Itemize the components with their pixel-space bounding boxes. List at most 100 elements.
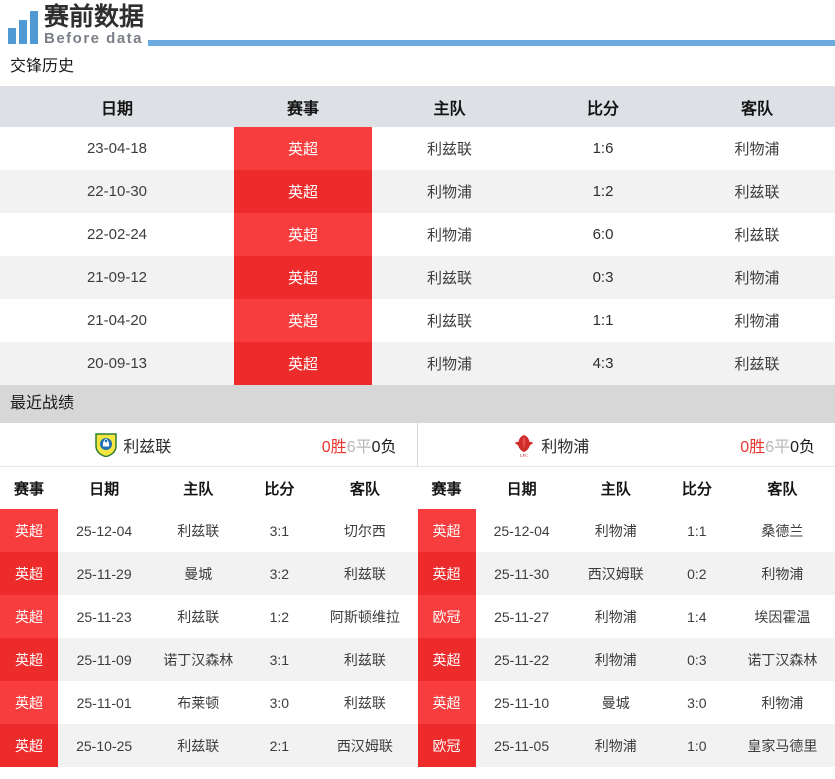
record-wins: 0胜 <box>740 438 766 456</box>
home-team: 曼城 <box>601 694 630 711</box>
table-row[interactable]: 英超 25-11-29 曼城 3:2 利兹联 <box>0 552 418 595</box>
team-summary-row: LFC 利物浦 0胜6平0负 <box>417 423 835 467</box>
team-identity[interactable]: 利兹联 <box>0 432 257 457</box>
match-score: 1:1 <box>687 522 707 539</box>
competition-badge[interactable]: 英超 <box>234 299 372 342</box>
competition-badge[interactable]: 英超 <box>234 127 372 170</box>
table-row[interactable]: 欧冠 25-11-05 利物浦 1:0 皇家马德里 <box>417 724 835 767</box>
match-score: 3:0 <box>687 694 707 711</box>
match-score: 3:0 <box>269 694 290 711</box>
match-date: 25-11-01 <box>76 694 132 711</box>
table-row[interactable]: 英超 25-10-25 利兹联 2:1 西汉姆联 <box>0 724 418 767</box>
match-score: 1:0 <box>687 737 707 754</box>
away-team: 利物浦 <box>761 565 804 582</box>
table-row[interactable]: 英超 25-11-10 曼城 3:0 利物浦 <box>417 681 835 724</box>
table-row[interactable]: 英超 25-11-01 布莱顿 3:0 利兹联 <box>0 681 418 724</box>
away-team: 利兹联 <box>734 356 780 373</box>
match-date: 21-04-20 <box>86 312 148 329</box>
record-draws: 6平 <box>765 438 791 456</box>
column-header-competition: 赛事 <box>234 86 372 127</box>
column-header-score: 比分 <box>527 86 679 127</box>
competition-badge[interactable]: 欧冠 <box>417 595 476 638</box>
match-date: 25-10-25 <box>76 737 133 754</box>
match-date: 25-11-09 <box>76 651 132 668</box>
competition-badge[interactable]: 英超 <box>234 213 372 256</box>
recent-form-table-home: 赛事 日期 主队 比分 客队 英超 25-12-04 利兹联 3:1 切尔西 英超 25-1… <box>0 467 418 767</box>
competition-badge[interactable]: 英超 <box>0 681 59 724</box>
away-team: 利兹联 <box>343 651 386 668</box>
match-date: 25-11-05 <box>494 737 550 754</box>
away-team: 利物浦 <box>734 313 780 330</box>
table-row[interactable]: 22-02-24 英超 利物浦 6:0 利兹联 <box>0 213 835 256</box>
home-team: 利物浦 <box>426 227 472 244</box>
match-score: 0:3 <box>592 269 614 286</box>
team-record: 0胜6平0负 <box>257 433 417 457</box>
table-row[interactable]: 英超 25-11-23 利兹联 1:2 阿斯顿维拉 <box>0 595 418 638</box>
away-team: 西汉姆联 <box>336 737 393 754</box>
away-team: 利兹联 <box>343 565 386 582</box>
competition-badge[interactable]: 英超 <box>0 552 59 595</box>
svg-text:LFC: LFC <box>520 453 528 458</box>
record-losses: 0负 <box>371 438 397 456</box>
column-header-score: 比分 <box>246 467 313 509</box>
match-date: 25-11-30 <box>494 565 550 582</box>
competition-badge[interactable]: 英超 <box>234 170 372 213</box>
match-score: 1:2 <box>269 608 290 625</box>
competition-badge[interactable]: 英超 <box>417 681 476 724</box>
table-row[interactable]: 23-04-18 英超 利兹联 1:6 利物浦 <box>0 127 835 170</box>
column-header-date: 日期 <box>475 467 568 509</box>
liverpool-fc-badge-icon: LFC <box>515 434 534 458</box>
competition-badge[interactable]: 英超 <box>0 638 59 681</box>
competition-badge[interactable]: 英超 <box>0 724 59 767</box>
table-row[interactable]: 21-09-12 英超 利兹联 0:3 利物浦 <box>0 256 835 299</box>
competition-badge[interactable]: 英超 <box>0 595 59 638</box>
logo-title-en: Before data <box>44 30 144 47</box>
table-row[interactable]: 21-04-20 英超 利兹联 1:1 利物浦 <box>0 299 835 342</box>
table-row[interactable]: 英超 25-12-04 利兹联 3:1 切尔西 <box>0 509 418 552</box>
competition-badge[interactable]: 英超 <box>417 509 476 552</box>
table-row[interactable]: 英超 25-11-09 诺丁汉森林 3:1 利兹联 <box>0 638 418 681</box>
match-score: 3:2 <box>269 565 290 582</box>
match-date: 25-12-04 <box>76 522 133 539</box>
brand-header: 赛前数据 Before data <box>0 0 835 48</box>
match-score: 1:6 <box>592 140 614 157</box>
competition-badge[interactable]: 英超 <box>234 342 372 385</box>
column-header-home: 主队 <box>372 86 527 127</box>
column-header-date: 日期 <box>0 86 234 127</box>
table-row[interactable]: 20-09-13 英超 利物浦 4:3 利兹联 <box>0 342 835 385</box>
column-header-away: 客队 <box>729 467 835 509</box>
team-summary-row: 利兹联 0胜6平0负 <box>0 423 417 467</box>
away-team: 利兹联 <box>734 227 780 244</box>
home-team: 利兹联 <box>177 608 220 625</box>
match-score: 0:2 <box>687 565 707 582</box>
table-row[interactable]: 欧冠 25-11-27 利物浦 1:4 埃因霍温 <box>417 595 835 638</box>
recent-form-panel-away: LFC 利物浦 0胜6平0负 赛事 日期 主队 比分 客队 英超 25-12-04… <box>417 423 835 767</box>
match-score: 4:3 <box>592 355 614 372</box>
away-team: 诺丁汉森林 <box>747 651 818 668</box>
match-date: 22-02-24 <box>86 226 148 243</box>
table-row[interactable]: 22-10-30 英超 利物浦 1:2 利兹联 <box>0 170 835 213</box>
match-date: 25-12-04 <box>493 522 550 539</box>
competition-badge[interactable]: 英超 <box>0 509 59 552</box>
home-team: 西汉姆联 <box>587 565 644 582</box>
h2h-section-title: 交锋历史 <box>0 48 835 86</box>
home-team: 诺丁汉森林 <box>163 651 234 668</box>
record-wins: 0胜 <box>321 438 347 456</box>
site-logo[interactable]: 赛前数据 Before data <box>8 4 144 46</box>
away-team: 利物浦 <box>761 694 804 711</box>
home-team: 曼城 <box>184 565 213 582</box>
competition-badge[interactable]: 英超 <box>417 552 476 595</box>
table-row[interactable]: 英超 25-12-04 利物浦 1:1 桑德兰 <box>417 509 835 552</box>
away-team: 利兹联 <box>343 694 386 711</box>
table-row[interactable]: 英超 25-11-22 利物浦 0:3 诺丁汉森林 <box>417 638 835 681</box>
match-score: 0:3 <box>687 651 707 668</box>
competition-badge[interactable]: 英超 <box>234 256 372 299</box>
competition-badge[interactable]: 英超 <box>417 638 476 681</box>
competition-badge[interactable]: 欧冠 <box>417 724 476 767</box>
brand-accent-rule <box>148 40 835 46</box>
team-identity[interactable]: LFC 利物浦 <box>418 432 676 458</box>
away-team: 切尔西 <box>343 522 386 539</box>
table-row[interactable]: 英超 25-11-30 西汉姆联 0:2 利物浦 <box>417 552 835 595</box>
away-team: 皇家马德里 <box>747 737 818 754</box>
match-date: 21-09-12 <box>86 269 148 286</box>
